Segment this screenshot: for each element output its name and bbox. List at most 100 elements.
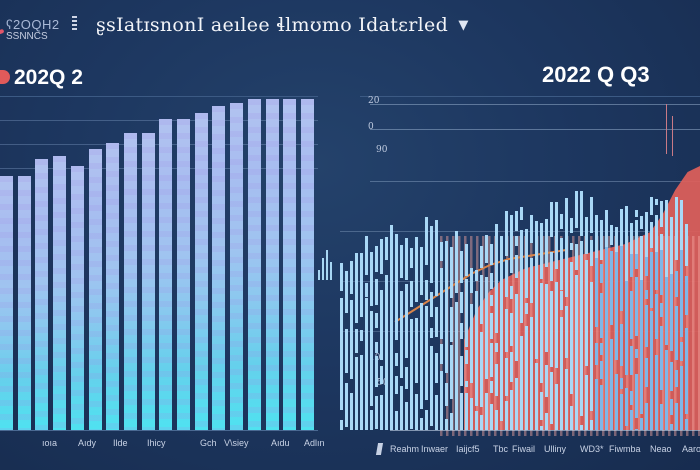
matrix-bar — [580, 200, 583, 237]
matrix-bar — [575, 312, 578, 346]
matrix-bar — [610, 381, 613, 388]
dropdown-caret-icon[interactable]: ▼ — [458, 18, 469, 33]
matrix-bar — [600, 293, 603, 339]
matrix-bar — [635, 227, 638, 255]
matrix-bar — [650, 284, 653, 308]
matrix-bar — [525, 268, 528, 298]
matrix-bar — [370, 393, 373, 406]
x-tick-label: Fiwmba — [609, 444, 641, 454]
x-tick-label: ıoıa — [42, 438, 58, 448]
matrix-bar — [420, 246, 423, 267]
area-stripe — [608, 236, 611, 436]
matrix-bar — [565, 251, 568, 297]
x-tick-label: Ilde — [113, 438, 128, 448]
matrix-bar — [625, 358, 628, 375]
matrix-bar — [685, 418, 688, 430]
bar — [0, 176, 13, 430]
matrix-bar — [380, 418, 383, 430]
matrix-bar — [645, 257, 648, 264]
matrix-bar — [620, 275, 623, 312]
matrix-bar — [515, 387, 518, 397]
matrix-bar — [340, 330, 343, 361]
area-stripe — [662, 236, 665, 436]
matrix-bar — [360, 252, 363, 277]
matrix-bar — [675, 271, 678, 298]
matrix-bar — [500, 236, 503, 269]
matrix-bar — [425, 314, 428, 335]
matrix-bar — [495, 294, 498, 307]
matrix-bar — [440, 330, 443, 340]
matrix-bar — [520, 417, 523, 430]
matrix-bar — [445, 332, 448, 373]
matrix-bar — [340, 377, 343, 410]
matrix-bar — [480, 370, 483, 408]
page-title[interactable]: ʂsIatɪsnonI aeılee ɬlmʊmo Idatɛrled ▼ — [96, 14, 469, 36]
matrix-bar — [460, 251, 463, 283]
matrix-bar — [685, 338, 688, 369]
matrix-bar — [400, 386, 403, 409]
matrix-bar — [445, 241, 448, 277]
area-stripe — [494, 236, 497, 436]
matrix-bar — [510, 412, 513, 430]
area-stripe — [488, 236, 491, 436]
matrix-bar — [435, 260, 438, 289]
bar — [247, 99, 261, 430]
matrix-bar — [570, 262, 573, 270]
matrix-bar — [365, 392, 368, 418]
matrix-bar — [515, 235, 518, 247]
matrix-bar — [585, 265, 588, 283]
left-bar-chart — [0, 96, 318, 436]
matrix-bar — [630, 223, 633, 254]
matrix-bar — [400, 309, 403, 340]
matrix-bar — [390, 225, 393, 268]
matrix-bar — [415, 266, 418, 284]
matrix-bar — [495, 268, 498, 295]
matrix-bar — [575, 403, 578, 430]
matrix-bar — [655, 355, 658, 377]
matrix-bar — [495, 409, 498, 430]
matrix-bar — [575, 275, 578, 313]
matrix-bar — [620, 255, 623, 276]
matrix-bar — [540, 368, 543, 384]
matrix-bar — [460, 392, 463, 430]
matrix-bar — [370, 410, 373, 417]
matrix-bar — [350, 299, 353, 345]
matrix-bar — [540, 425, 543, 430]
area-stripe — [482, 236, 485, 436]
matrix-bar — [520, 206, 523, 220]
area-stripe — [518, 236, 521, 436]
matrix-bar — [385, 236, 388, 260]
brand-logo[interactable]: ʕ2OQH2 SSNNCS — [6, 18, 60, 42]
matrix-bar — [505, 259, 508, 298]
matrix-bar — [655, 252, 658, 291]
matrix-bar — [480, 415, 483, 430]
marker-line — [672, 116, 673, 156]
matrix-bar — [390, 361, 393, 390]
matrix-bar — [440, 344, 443, 364]
matrix-bar — [660, 415, 663, 430]
matrix-bar — [585, 259, 588, 266]
matrix-bar — [595, 379, 598, 410]
x-tick-label: Iaijcf5 — [456, 444, 480, 454]
matrix-bar — [670, 423, 673, 430]
matrix-bar — [680, 249, 683, 267]
matrix-bar — [490, 404, 493, 424]
matrix-bar — [385, 415, 388, 430]
matrix-bar — [635, 373, 638, 419]
matrix-bar — [610, 408, 613, 423]
matrix-bar — [650, 402, 653, 423]
matrix-bar — [530, 275, 533, 304]
matrix-bar — [645, 403, 648, 430]
matrix-bar — [555, 317, 558, 360]
matrix-bar — [535, 313, 538, 359]
title-separator-icon — [72, 16, 77, 32]
matrix-bar — [470, 338, 473, 383]
left-panel-title: 202Q 2 — [14, 66, 83, 89]
matrix-bar — [490, 273, 493, 290]
gridline — [0, 168, 318, 169]
matrix-bar — [670, 239, 673, 274]
matrix-bar — [435, 315, 438, 337]
matrix-bar — [445, 308, 448, 333]
matrix-bar — [525, 326, 528, 361]
matrix-bar — [405, 402, 408, 430]
